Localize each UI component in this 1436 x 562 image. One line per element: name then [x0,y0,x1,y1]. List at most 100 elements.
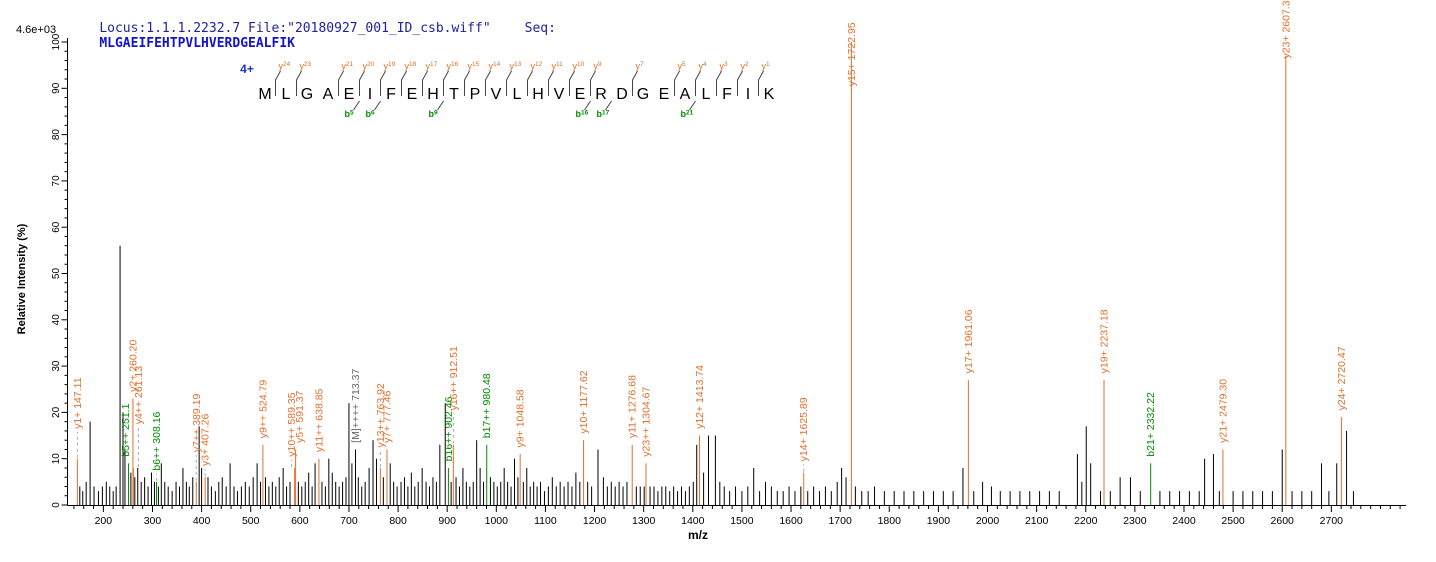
svg-text:b5++ 251.1: b5++ 251.1 [120,403,132,456]
y-axis-ticks: 0 10 20 30 40 50 60 70 80 90 100 [51,33,68,508]
svg-text:y11: y11 [552,61,564,71]
svg-text:A: A [680,86,691,103]
svg-text:y10++ 589.35: y10++ 589.35 [286,392,298,456]
background-peaks [79,245,1354,505]
svg-text:b5: b5 [345,109,355,119]
svg-text:2100: 2100 [1025,515,1049,527]
svg-text:G: G [301,86,313,103]
svg-text:y18: y18 [405,61,417,71]
svg-text:y19+ 2237.18: y19+ 2237.18 [1099,309,1111,373]
y-axis-max-intensity: 4.6e+03 [16,24,57,36]
svg-text:L: L [513,86,522,103]
svg-text:y24+ 2720.47: y24+ 2720.47 [1336,346,1348,410]
svg-text:b21: b21 [681,109,694,119]
svg-text:y1+ 147.11: y1+ 147.11 [72,377,84,429]
b-ion-markers: b5 b6 b9 b16 b17 b21 [345,100,696,119]
svg-text:1700: 1700 [828,515,852,527]
svg-text:y12+ 1413.74: y12+ 1413.74 [694,365,706,429]
y-ion-markers: y24 y23 y21 y20 y19 y18 y17 y16 y15 y14 y13 y12 y11 y… [275,61,771,96]
svg-text:D: D [616,86,628,103]
svg-text:2200: 2200 [1074,515,1098,527]
svg-text:b17++ 980.48: b17++ 980.48 [481,373,493,438]
svg-text:K: K [764,86,775,103]
svg-text:H: H [532,86,544,103]
x-axis-title: m/z [687,528,708,542]
svg-text:y19: y19 [384,61,396,71]
header-line: Locus:1.1.1.2232.7 File:"20180927_001_ID… [68,6,556,66]
svg-text:P: P [470,86,481,103]
svg-text:y20: y20 [363,61,375,71]
svg-text:M: M [258,86,271,103]
svg-text:y14: y14 [489,61,501,71]
svg-text:R: R [595,86,607,103]
svg-text:I: I [746,86,750,103]
svg-text:1600: 1600 [779,515,803,527]
svg-text:y4++ 261.13: y4++ 261.13 [133,366,145,425]
svg-text:y16: y16 [447,61,459,71]
svg-text:y1: y1 [762,61,771,71]
svg-text:1200: 1200 [583,515,607,527]
svg-text:y9: y9 [594,61,603,71]
svg-text:y21+ 2479.30: y21+ 2479.30 [1217,379,1229,443]
svg-text:1800: 1800 [878,515,902,527]
svg-text:90: 90 [51,82,62,94]
svg-text:y16++ 912.51: y16++ 912.51 [448,346,460,410]
svg-text:y5+ 591.37: y5+ 591.37 [294,390,306,442]
svg-text:1100: 1100 [534,515,557,527]
svg-text:30: 30 [51,360,62,372]
svg-text:500: 500 [242,515,260,527]
svg-text:700: 700 [340,515,358,527]
svg-text:b9: b9 [429,109,439,119]
svg-text:y13: y13 [510,61,522,71]
svg-text:E: E [344,86,355,103]
svg-text:300: 300 [144,515,162,527]
svg-text:400: 400 [193,515,211,527]
svg-text:2600: 2600 [1271,515,1295,527]
svg-text:y23+ 2607.35: y23+ 2607.35 [1280,0,1292,59]
svg-text:L: L [282,86,291,103]
svg-text:L: L [702,86,711,103]
svg-text:2300: 2300 [1123,515,1147,527]
labeled-peaks [76,42,1342,505]
locus-file-text: Locus:1.1.1.2232.7 File:"20180927_001_ID… [99,21,491,36]
svg-text:y3+ 407.26: y3+ 407.26 [200,414,212,466]
svg-text:y23: y23 [300,61,312,71]
svg-text:y5: y5 [678,61,687,71]
svg-text:y17: y17 [426,61,438,71]
svg-text:y7++ 389.19: y7++ 389.19 [191,394,203,453]
svg-text:2400: 2400 [1172,515,1196,527]
svg-text:b6++ 308.16: b6++ 308.16 [151,411,163,470]
svg-text:0: 0 [51,502,62,508]
x-axis-ticks: 200 300 400 500 600 700 800 900 1000 1100 1200 1300… [73,506,1401,527]
svg-text:1500: 1500 [730,515,754,527]
svg-text:50: 50 [51,268,62,280]
svg-text:2500: 2500 [1221,515,1245,527]
peptide-sequence-text: MLGAEIFEHTPVLHVERDGEALFIK [99,36,295,51]
svg-text:V: V [491,86,502,103]
svg-text:200: 200 [95,515,113,527]
svg-text:y15+ 1722.95: y15+ 1722.95 [846,22,858,86]
svg-text:2700: 2700 [1320,515,1344,527]
svg-text:y24: y24 [279,61,291,71]
svg-text:E: E [407,86,418,103]
svg-text:y11++ 638.85: y11++ 638.85 [313,388,325,452]
svg-text:y12: y12 [531,61,543,71]
svg-text:60: 60 [51,221,62,233]
svg-text:1400: 1400 [681,515,705,527]
svg-text:F: F [722,86,732,103]
svg-text:y17+ 1961.06: y17+ 1961.06 [963,309,975,373]
svg-text:20: 20 [51,406,62,418]
svg-text:40: 40 [51,314,62,326]
svg-text:70: 70 [51,175,62,187]
svg-text:y11+ 1276.68: y11+ 1276.68 [627,375,639,438]
seq-label: Seq: [524,21,556,36]
svg-text:I: I [368,86,372,103]
svg-text:y15: y15 [468,61,480,71]
svg-text:900: 900 [438,515,456,527]
svg-text:600: 600 [291,515,309,527]
svg-text:y3: y3 [720,61,729,71]
svg-text:y2+ 260.20: y2+ 260.20 [127,339,139,391]
svg-text:2000: 2000 [976,515,1000,527]
